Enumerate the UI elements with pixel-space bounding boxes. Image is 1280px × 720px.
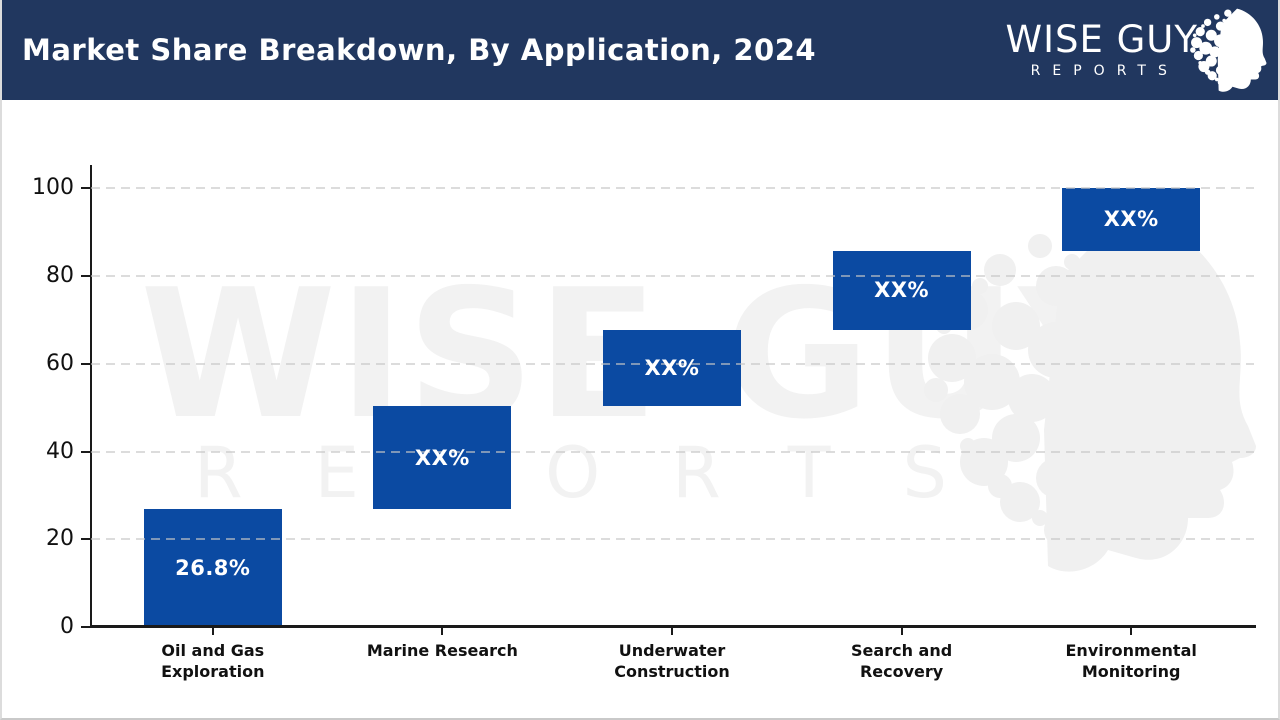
bar-value-label: XX% [874, 278, 930, 303]
x-axis-line [90, 625, 1256, 628]
x-tick-mark [900, 627, 903, 635]
x-tick-mark [1130, 627, 1133, 635]
bar-segment: XX% [373, 405, 512, 510]
category-label: Underwater Construction [614, 641, 730, 681]
bar-segment: 26.8% [143, 509, 282, 627]
gridline [91, 450, 1254, 453]
bar-value-label: XX% [644, 355, 700, 380]
y-tick-mark [81, 275, 91, 278]
y-tick-mark [81, 450, 91, 453]
x-tick-mark [671, 627, 673, 635]
watermark-text-reports: REPORTS [194, 432, 1019, 514]
y-tick-mark [81, 362, 91, 365]
category-label: Search and Recovery [851, 641, 953, 681]
bar-segment: XX% [1062, 188, 1201, 251]
brand-head-icon [1190, 8, 1267, 92]
y-tick-mark [81, 187, 91, 190]
category-label: Oil and Gas Exploration [161, 641, 265, 681]
y-tick-label: 80 [46, 263, 74, 289]
x-tick-mark [211, 627, 214, 635]
bar-segment: XX% [603, 329, 741, 406]
y-tick-label: 20 [46, 526, 74, 552]
y-tick-mark [81, 538, 91, 541]
page-title: Market Share Breakdown, By Application, … [22, 33, 817, 67]
gridline [91, 362, 1254, 365]
category-label: Environmental Monitoring [1065, 641, 1197, 681]
x-tick-mark [441, 627, 444, 635]
brand-logo: WISE GUY REPORTS [1006, 4, 1272, 96]
header: Market Share Breakdown, By Application, … [2, 0, 1278, 100]
brand-subtitle: REPORTS [1030, 63, 1179, 79]
y-axis-line [90, 165, 92, 627]
y-tick-label: 60 [46, 350, 74, 376]
bar-value-label: XX% [1103, 207, 1159, 232]
gridline [91, 538, 1254, 541]
bar-value-label: XX% [414, 445, 470, 470]
y-tick-label: 40 [46, 438, 74, 464]
gridline [91, 275, 1254, 278]
y-tick-label: 100 [32, 175, 74, 201]
y-tick-label: 0 [60, 614, 74, 639]
bar-segment: XX% [832, 250, 971, 330]
bar-value-label: 26.8% [175, 556, 251, 581]
gridline [91, 187, 1254, 190]
brand-name: WISE GUY [1005, 18, 1198, 61]
y-tick-mark [81, 626, 91, 628]
category-label: Marine Research [366, 641, 518, 660]
brand-logo-text: WISE GUY REPORTS [1006, 21, 1198, 79]
